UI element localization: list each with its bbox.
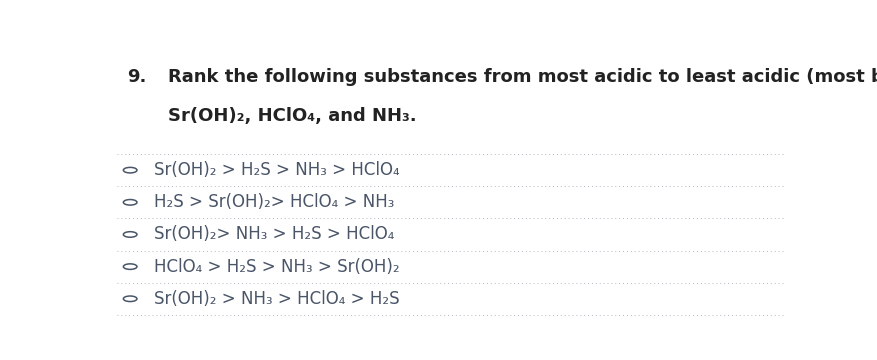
Text: 9.: 9. (126, 68, 146, 86)
Text: Sr(OH)₂ > NH₃ > HClO₄ > H₂S: Sr(OH)₂ > NH₃ > HClO₄ > H₂S (153, 290, 399, 308)
Text: Rank the following substances from most acidic to least acidic (most basic): H₂S: Rank the following substances from most … (168, 68, 877, 86)
Text: Sr(OH)₂> NH₃ > H₂S > HClO₄: Sr(OH)₂> NH₃ > H₂S > HClO₄ (153, 225, 394, 243)
Text: H₂S > Sr(OH)₂> HClO₄ > NH₃: H₂S > Sr(OH)₂> HClO₄ > NH₃ (153, 193, 394, 211)
Text: Sr(OH)₂ > H₂S > NH₃ > HClO₄: Sr(OH)₂ > H₂S > NH₃ > HClO₄ (153, 161, 399, 179)
Text: Sr(OH)₂, HClO₄, and NH₃.: Sr(OH)₂, HClO₄, and NH₃. (168, 107, 416, 125)
Text: HClO₄ > H₂S > NH₃ > Sr(OH)₂: HClO₄ > H₂S > NH₃ > Sr(OH)₂ (153, 258, 399, 276)
